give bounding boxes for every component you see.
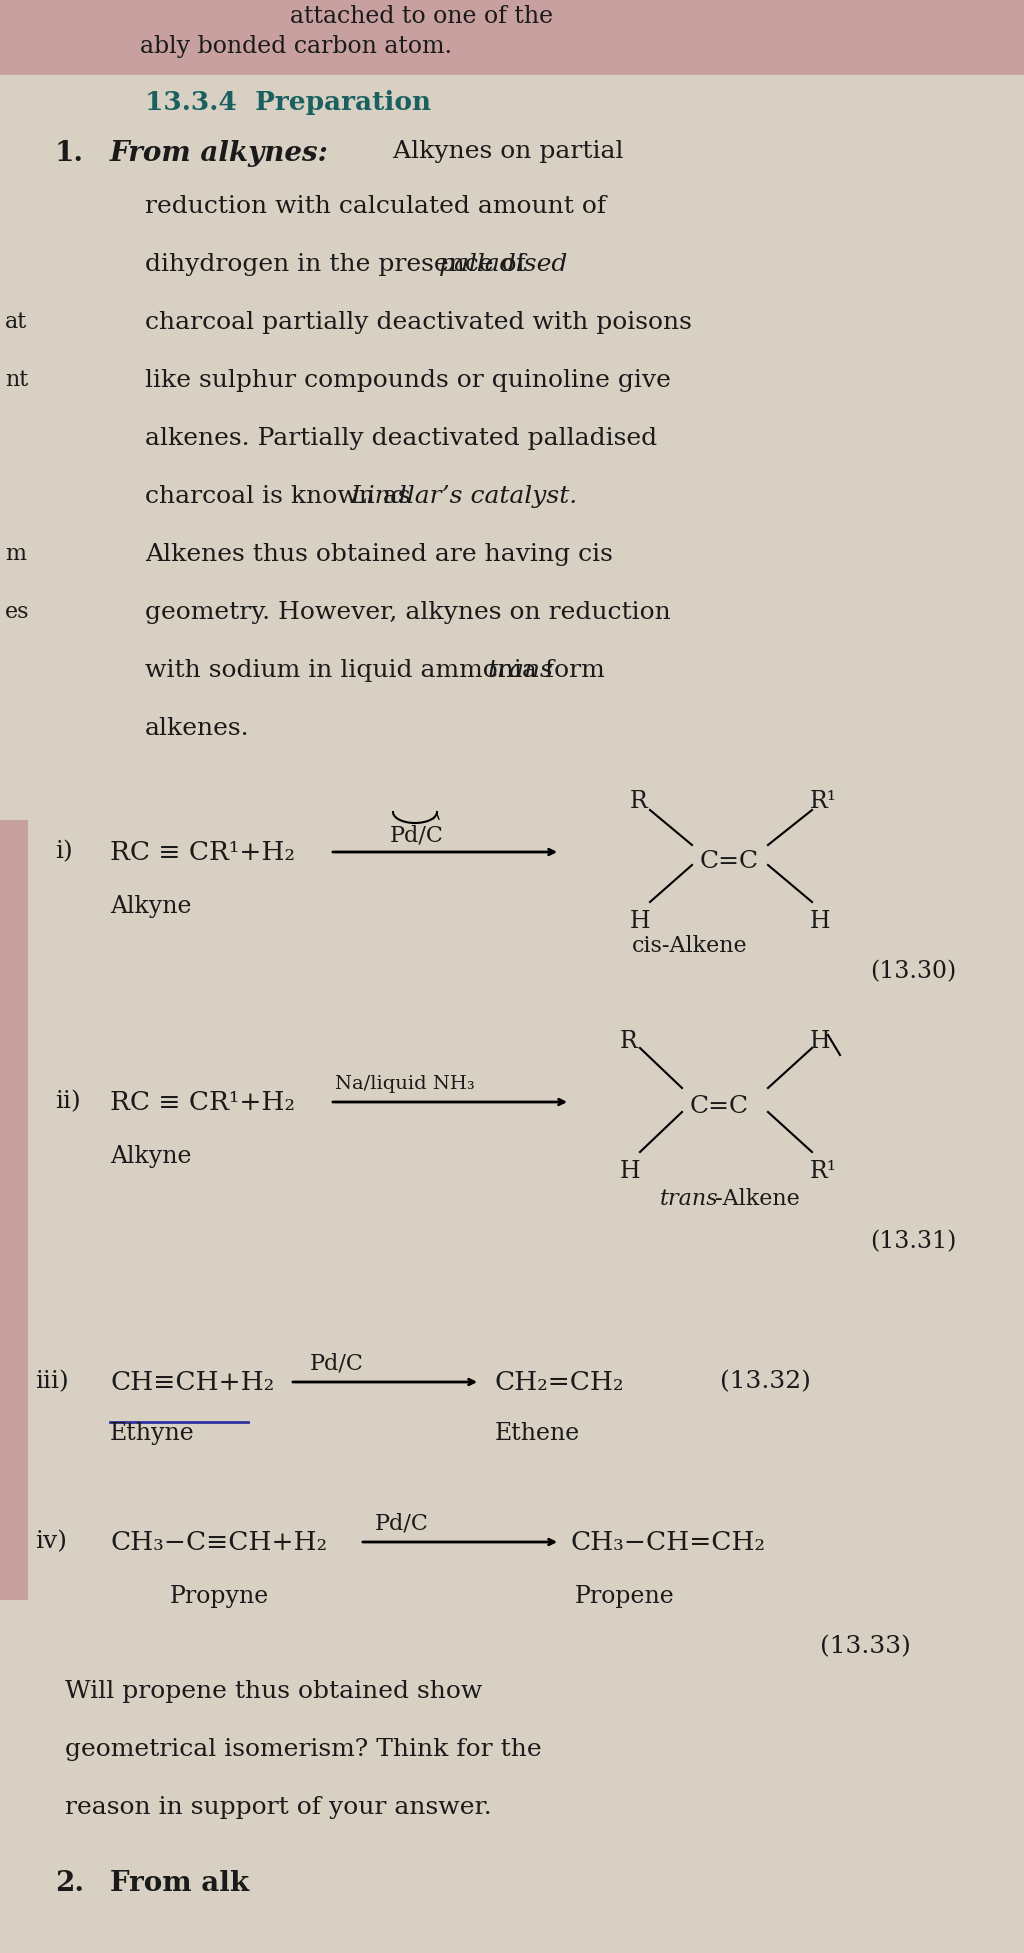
- Text: (13.32): (13.32): [720, 1369, 811, 1392]
- Text: 2.: 2.: [55, 1871, 84, 1896]
- Text: alkenes.: alkenes.: [145, 717, 250, 740]
- Text: with sodium in liquid ammonia form: with sodium in liquid ammonia form: [145, 658, 612, 682]
- Text: R¹: R¹: [810, 791, 838, 812]
- Text: H: H: [630, 910, 650, 934]
- Text: ii): ii): [55, 1090, 81, 1113]
- Text: 13.3.4  Preparation: 13.3.4 Preparation: [145, 90, 431, 115]
- Text: like sulphur compounds or quinoline give: like sulphur compounds or quinoline give: [145, 369, 671, 393]
- Text: H: H: [810, 1029, 830, 1053]
- Text: Pd/C: Pd/C: [375, 1512, 429, 1533]
- Text: (13.30): (13.30): [870, 961, 956, 982]
- Text: iv): iv): [35, 1529, 67, 1553]
- Text: alkenes. Partially deactivated palladised: alkenes. Partially deactivated palladise…: [145, 428, 657, 449]
- Text: RC ≡ CR¹+H₂: RC ≡ CR¹+H₂: [110, 840, 295, 865]
- Text: -Alkene: -Alkene: [715, 1187, 800, 1211]
- Text: trans: trans: [488, 658, 554, 682]
- Text: Propyne: Propyne: [170, 1586, 269, 1607]
- Text: CH₂=CH₂: CH₂=CH₂: [495, 1369, 625, 1394]
- Text: charcoal is known as: charcoal is known as: [145, 484, 419, 508]
- Bar: [0, 820, 28, 1600]
- Text: Na/liquid NH₃: Na/liquid NH₃: [335, 1074, 475, 1094]
- Text: Pd/C: Pd/C: [390, 824, 443, 848]
- Text: Alkynes on partial: Alkynes on partial: [385, 141, 624, 162]
- Text: H: H: [810, 910, 830, 934]
- Text: From alkynes:: From alkynes:: [110, 141, 329, 168]
- Text: CH₃−CH=CH₂: CH₃−CH=CH₂: [570, 1529, 765, 1555]
- Text: R: R: [620, 1029, 638, 1053]
- Text: H: H: [620, 1160, 640, 1184]
- Text: attached to one of the: attached to one of the: [290, 6, 553, 27]
- Text: C=C: C=C: [700, 850, 759, 873]
- Text: trans: trans: [660, 1187, 719, 1211]
- Text: Pd/C: Pd/C: [310, 1351, 364, 1375]
- Text: R¹: R¹: [810, 1160, 838, 1184]
- Text: Alkyne: Alkyne: [110, 894, 191, 918]
- Text: geometry. However, alkynes on reduction: geometry. However, alkynes on reduction: [145, 602, 671, 625]
- Text: ably bonded carbon atom.: ably bonded carbon atom.: [140, 35, 453, 59]
- Text: 1.: 1.: [55, 141, 84, 168]
- Bar: [0, 0, 1024, 74]
- Text: cis-Alkene: cis-Alkene: [632, 935, 748, 957]
- Text: palladised: palladised: [439, 254, 568, 275]
- Text: Alkenes thus obtained are having cis: Alkenes thus obtained are having cis: [145, 543, 613, 566]
- Text: Ethene: Ethene: [495, 1422, 581, 1445]
- Text: dihydrogen in the presence of: dihydrogen in the presence of: [145, 254, 534, 275]
- Text: at: at: [5, 311, 28, 334]
- Text: nt: nt: [5, 369, 29, 391]
- Text: Propene: Propene: [575, 1586, 675, 1607]
- Text: i): i): [55, 840, 73, 863]
- Text: Ethyne: Ethyne: [110, 1422, 195, 1445]
- Text: geometrical isomerism? Think for the: geometrical isomerism? Think for the: [65, 1738, 542, 1762]
- Text: reduction with calculated amount of: reduction with calculated amount of: [145, 195, 606, 219]
- Text: CH₃−C≡CH+H₂: CH₃−C≡CH+H₂: [110, 1529, 327, 1555]
- Text: charcoal partially deactivated with poisons: charcoal partially deactivated with pois…: [145, 311, 692, 334]
- Text: m: m: [5, 543, 26, 564]
- Text: R: R: [630, 791, 648, 812]
- Text: From alk: From alk: [110, 1871, 249, 1896]
- Text: Lindlar’s catalyst.: Lindlar’s catalyst.: [351, 484, 579, 508]
- Text: RC ≡ CR¹+H₂: RC ≡ CR¹+H₂: [110, 1090, 295, 1115]
- Text: Will propene thus obtained show: Will propene thus obtained show: [65, 1680, 482, 1703]
- Text: Alkyne: Alkyne: [110, 1144, 191, 1168]
- Text: (13.33): (13.33): [820, 1635, 911, 1658]
- Text: (13.31): (13.31): [870, 1230, 956, 1254]
- Text: iii): iii): [35, 1369, 69, 1392]
- Text: C=C: C=C: [690, 1096, 750, 1117]
- Text: CH≡CH+H₂: CH≡CH+H₂: [110, 1369, 274, 1394]
- Text: es: es: [5, 602, 30, 623]
- Text: reason in support of your answer.: reason in support of your answer.: [65, 1797, 492, 1818]
